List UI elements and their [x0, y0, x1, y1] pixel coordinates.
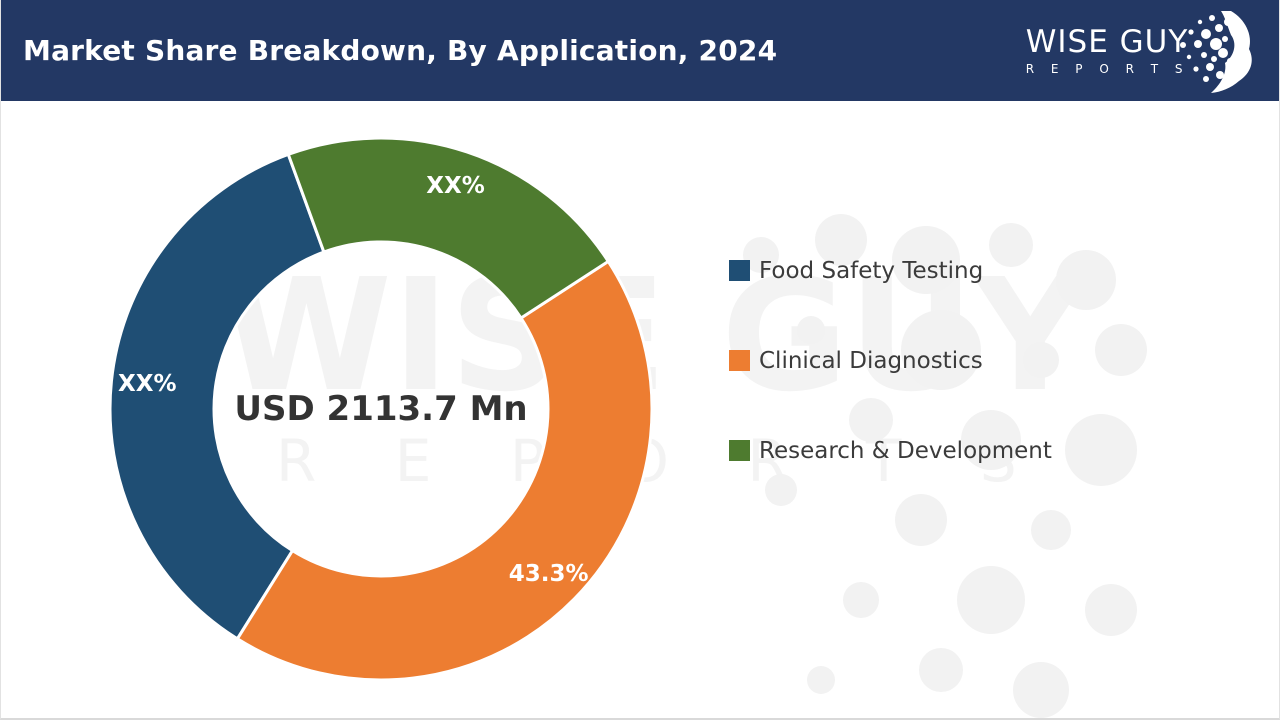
donut-chart: XX% 43.3% XX% USD 2113.7 Mn: [108, 136, 654, 682]
legend-label: Research & Development: [759, 437, 1052, 464]
chart-center-value: USD 2113.7 Mn: [234, 389, 528, 429]
donut-segment-research-development: [286, 136, 610, 320]
legend-swatch-icon: [729, 440, 750, 461]
legend-label: Clinical Diagnostics: [759, 347, 983, 374]
donut-svg: [108, 136, 654, 682]
brand-name: WISE GUY: [1025, 23, 1189, 60]
legend: Food Safety Testing Clinical Diagnostics…: [729, 248, 1052, 518]
legend-item: Food Safety Testing: [729, 248, 1052, 293]
slice-label-food-safety-testing: XX%: [118, 371, 177, 398]
legend-swatch-icon: [729, 350, 750, 371]
donut-segment-food-safety-testing: [108, 152, 326, 641]
donut-segment-clinical-diagnostics: [235, 259, 654, 682]
header: Market Share Breakdown, By Application, …: [1, 0, 1279, 101]
brand-logo: WISE GUY R E P O R T S: [1026, 9, 1259, 93]
slice-label-clinical-diagnostics: 43.3%: [508, 560, 589, 587]
slice-labels: XX% 43.3% XX%: [108, 136, 654, 682]
slice-label-research-development: XX%: [426, 173, 485, 200]
legend-label: Food Safety Testing: [759, 257, 984, 284]
legend-item: Research & Development: [729, 428, 1052, 473]
brand-face-icon: [1180, 10, 1252, 93]
legend-item: Clinical Diagnostics: [729, 338, 1052, 383]
brand-subname: R E P O R T S: [1025, 61, 1189, 76]
legend-swatch-icon: [729, 260, 750, 281]
page-title: Market Share Breakdown, By Application, …: [23, 34, 778, 67]
brand-logo-text: WISE GUY R E P O R T S: [1025, 23, 1189, 76]
